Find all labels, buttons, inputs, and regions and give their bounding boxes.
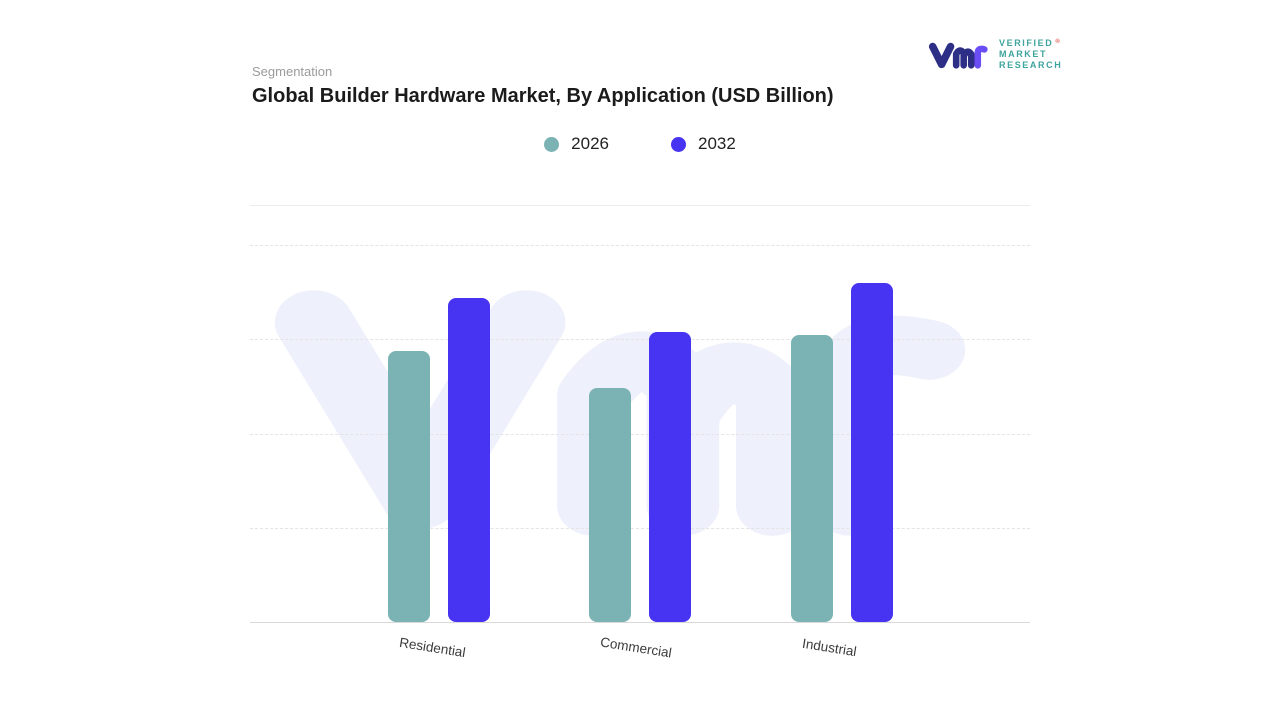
- legend-swatch-2026: [544, 136, 560, 152]
- gridline: [250, 433, 1030, 435]
- header-divider: [250, 205, 1030, 206]
- gridline: [250, 527, 1030, 529]
- vmr-logo-mark-icon: [928, 42, 988, 69]
- logo-line-research: RESEARCH: [999, 60, 1063, 70]
- vmr-logo: VERIFIED ® MARKET RESEARCH: [928, 38, 1062, 71]
- gridline: [250, 339, 1030, 341]
- bar-2032-industrial: [851, 282, 894, 622]
- bar-2032-residential: [447, 297, 490, 622]
- registered-mark: ®: [1055, 39, 1062, 45]
- legend-label-2026: 2026: [571, 134, 609, 153]
- chart-header: Segmentation Global Builder Hardware Mar…: [252, 64, 852, 111]
- legend-item-2026[interactable]: 2026: [544, 134, 609, 154]
- legend-label-2032: 2032: [698, 134, 736, 153]
- bar-2026-commercial: [589, 388, 631, 622]
- vmr-logo-text: VERIFIED ® MARKET RESEARCH: [999, 38, 1062, 71]
- chart-legend: 2026 2032: [250, 134, 1030, 154]
- legend-item-2032[interactable]: 2032: [671, 134, 736, 154]
- logo-line-verified: VERIFIED ®: [999, 38, 1062, 48]
- bar-2032-commercial: [649, 331, 691, 622]
- logo-line-market: MARKET: [999, 49, 1048, 59]
- bar-group-industrial: [791, 245, 894, 622]
- legend-swatch-2032: [671, 136, 686, 152]
- gridline: [250, 245, 1030, 246]
- section-eyebrow: Segmentation: [252, 64, 333, 79]
- bar-group-residential: [387, 245, 490, 622]
- bar-group-commercial: [589, 245, 691, 622]
- bar-2026-residential: [387, 350, 430, 622]
- x-axis-label-commercial: Commercial: [599, 634, 673, 661]
- chart-title: Global Builder Hardware Market, By Appli…: [252, 85, 834, 107]
- x-axis-label-industrial: Industrial: [801, 635, 858, 660]
- plot-area: Residential Commercial Industrial: [250, 245, 1030, 661]
- x-axis-label-residential: Residential: [397, 634, 467, 661]
- bar-2026-industrial: [791, 335, 834, 622]
- x-axis-line: [250, 622, 1030, 623]
